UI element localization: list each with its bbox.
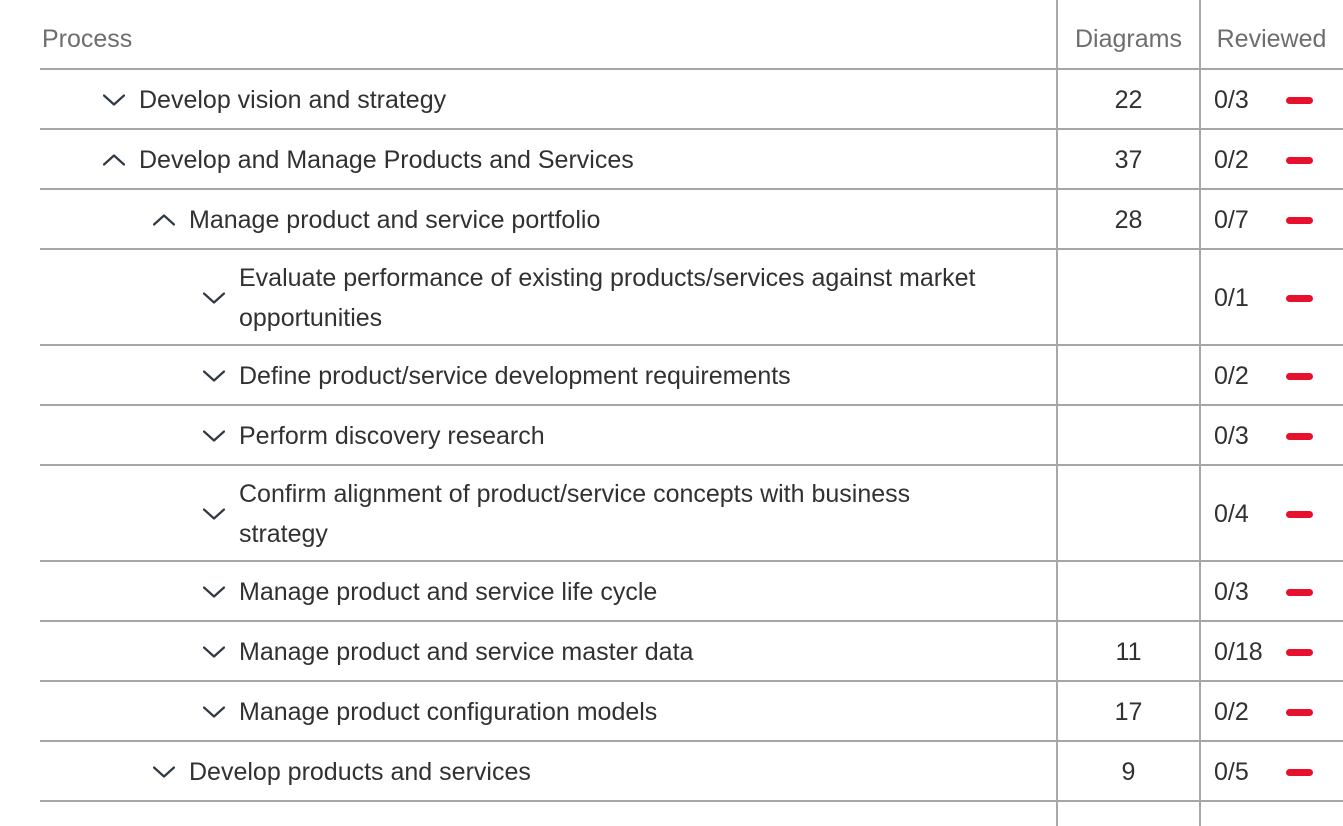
process-cell: Manage product configuration models: [0, 690, 1057, 734]
table-row[interactable]: Manage product and service life cycle 0/…: [0, 562, 1343, 622]
reviewed-cell: 0/2: [1200, 690, 1343, 734]
reviewed-cell: 0/2: [1200, 354, 1343, 398]
minus-status-icon: [1286, 96, 1313, 104]
process-label: Develop vision and strategy: [139, 86, 447, 114]
process-label: Develop products and services: [189, 758, 531, 786]
reviewed-count: 0/18: [1214, 637, 1263, 666]
diagrams-count: 11: [1115, 637, 1142, 666]
process-cell: Confirm alignment of product/service con…: [0, 474, 1057, 554]
process-label: Manage product and service life cycle: [239, 578, 658, 606]
diagrams-count: 28: [1114, 205, 1143, 234]
reviewed-cell: 0/5: [1200, 750, 1343, 794]
process-cell: Evaluate performance of existing product…: [0, 258, 1057, 338]
chevron-up-icon[interactable]: [153, 214, 175, 226]
minus-status-icon: [1286, 708, 1313, 716]
minus-status-icon: [1286, 768, 1313, 776]
process-label: Evaluate performance of existing product…: [239, 264, 976, 332]
column-divider-reviewed: [1199, 0, 1201, 826]
minus-status-icon: [1286, 648, 1313, 656]
minus-status-icon: [1286, 510, 1313, 518]
column-header-reviewed: Reviewed: [1200, 25, 1343, 54]
table-row[interactable]: Develop vision and strategy 22 0/3: [0, 70, 1343, 130]
reviewed-cell: 0/1: [1200, 258, 1343, 338]
reviewed-cell: 0/4: [1200, 474, 1343, 554]
process-label: Manage product and service master data: [239, 638, 694, 666]
chevron-down-icon[interactable]: [203, 508, 225, 520]
process-cell: Perform discovery research: [0, 414, 1057, 458]
chevron-down-icon[interactable]: [203, 646, 225, 658]
reviewed-count: 0/2: [1214, 361, 1249, 390]
reviewed-cell: 0/3: [1200, 414, 1343, 458]
reviewed-count: 0/3: [1214, 85, 1249, 114]
reviewed-cell: 0/3: [1200, 570, 1343, 614]
diagrams-count: 37: [1114, 145, 1143, 174]
reviewed-cell: 0/18: [1200, 630, 1343, 674]
process-label: Confirm alignment of product/service con…: [239, 480, 911, 548]
reviewed-count: 0/3: [1214, 421, 1249, 450]
chevron-down-icon[interactable]: [203, 706, 225, 718]
chevron-down-icon[interactable]: [103, 94, 125, 106]
chevron-down-icon[interactable]: [153, 766, 175, 778]
process-cell: Define product/service development requi…: [0, 354, 1057, 398]
chevron-down-icon[interactable]: [203, 586, 225, 598]
process-label: Define product/service development requi…: [239, 362, 791, 390]
reviewed-cell: 0/7: [1200, 198, 1343, 242]
reviewed-cell: 0/3: [1200, 78, 1343, 122]
process-cell: Develop and Manage Products and Services: [0, 138, 1057, 182]
reviewed-count: 0/5: [1214, 757, 1249, 786]
chevron-down-icon[interactable]: [203, 370, 225, 382]
process-cell: Develop vision and strategy: [0, 78, 1057, 122]
process-label: Manage product configuration models: [239, 698, 658, 726]
process-cell: Manage product and service master data: [0, 630, 1057, 674]
reviewed-count: 0/2: [1214, 697, 1249, 726]
table-row[interactable]: Confirm alignment of product/service con…: [0, 466, 1343, 562]
reviewed-count: 0/1: [1214, 283, 1249, 312]
minus-status-icon: [1286, 372, 1313, 380]
reviewed-count: 0/2: [1214, 145, 1249, 174]
column-header-process: Process: [0, 25, 1057, 54]
minus-status-icon: [1286, 588, 1313, 596]
diagrams-count: [1057, 354, 1200, 398]
table-header-row: Process Diagrams Reviewed: [0, 0, 1343, 70]
chevron-down-icon[interactable]: [203, 430, 225, 442]
process-cell: Manage product and service portfolio: [0, 198, 1057, 242]
diagrams-count: 9: [1121, 757, 1136, 786]
column-header-process-label: Process: [42, 24, 133, 53]
table-row[interactable]: Manage product and service portfolio 28 …: [0, 190, 1343, 250]
table-row[interactable]: Manage product and service master data 1…: [0, 622, 1343, 682]
minus-status-icon: [1286, 216, 1313, 224]
chevron-up-icon[interactable]: [103, 154, 125, 166]
column-header-diagrams: Diagrams: [1057, 25, 1200, 54]
process-cell: Develop products and services: [0, 750, 1057, 794]
minus-status-icon: [1286, 156, 1313, 164]
diagrams-count: [1057, 570, 1200, 614]
process-cell: Manage product and service life cycle: [0, 570, 1057, 614]
process-label: Perform discovery research: [239, 422, 545, 450]
reviewed-cell: 0/2: [1200, 138, 1343, 182]
table-row[interactable]: Develop products and services 9 0/5: [0, 742, 1343, 802]
table-row[interactable]: Define product/service development requi…: [0, 346, 1343, 406]
minus-status-icon: [1286, 294, 1313, 302]
reviewed-count: 0/3: [1214, 577, 1249, 606]
table-body: Develop vision and strategy 22 0/3 Devel…: [0, 70, 1343, 802]
minus-status-icon: [1286, 432, 1313, 440]
column-header-reviewed-label: Reviewed: [1216, 24, 1327, 53]
table-row[interactable]: Evaluate performance of existing product…: [0, 250, 1343, 346]
diagrams-count: 17: [1114, 697, 1143, 726]
column-header-diagrams-label: Diagrams: [1075, 24, 1182, 53]
chevron-down-icon[interactable]: [203, 292, 225, 304]
reviewed-count: 0/7: [1214, 205, 1249, 234]
diagrams-count: [1057, 258, 1200, 338]
table-row[interactable]: Develop and Manage Products and Services…: [0, 130, 1343, 190]
process-label: Manage product and service portfolio: [189, 206, 601, 234]
process-label: Develop and Manage Products and Services: [139, 146, 634, 174]
diagrams-count: [1057, 474, 1200, 554]
diagrams-count: [1057, 414, 1200, 458]
column-divider-diagrams: [1056, 0, 1058, 826]
table-row[interactable]: Perform discovery research 0/3: [0, 406, 1343, 466]
diagrams-count: 22: [1114, 85, 1143, 114]
reviewed-count: 0/4: [1214, 499, 1249, 528]
table-row[interactable]: Manage product configuration models 17 0…: [0, 682, 1343, 742]
